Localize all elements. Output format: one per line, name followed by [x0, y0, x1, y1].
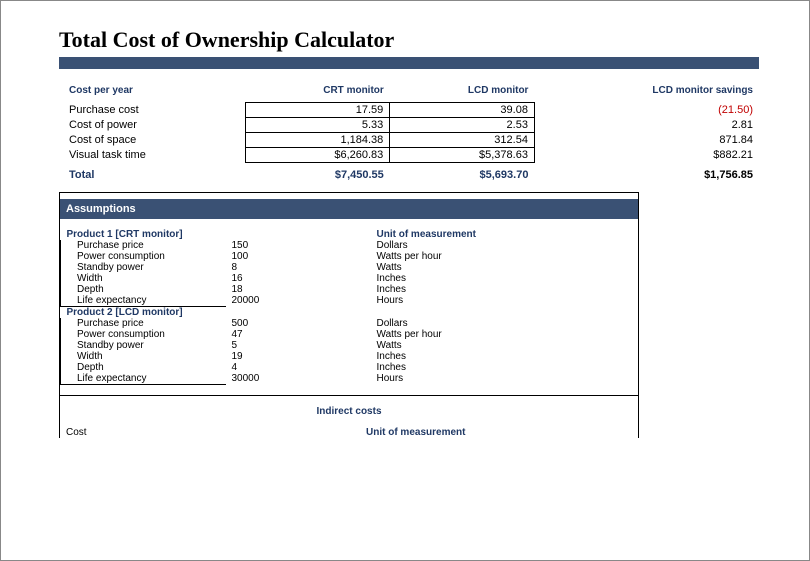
prop-label: Standby power [61, 340, 226, 351]
prop-unit: Watts [371, 262, 639, 273]
prop-unit: Inches [371, 284, 639, 295]
prop-value: 4 [226, 362, 371, 373]
product2-title: Product 2 [LCD monitor] [61, 307, 226, 318]
prop-value: 30000 [226, 373, 371, 385]
prop-label: Purchase price [61, 240, 226, 251]
prop-unit: Inches [371, 362, 639, 373]
prop-unit: Hours [371, 295, 639, 307]
prop-label: Life expectancy [61, 373, 226, 385]
cell-lcd: $5,378.63 [390, 148, 535, 163]
indirect-cost-label: Cost [66, 427, 366, 438]
table-row: Cost of power 5.33 2.53 2.81 [59, 118, 759, 133]
assumptions-frame: Assumptions Product 1 [CRT monitor] Unit… [59, 192, 639, 438]
prop-value: 500 [226, 318, 371, 329]
cell-crt: 1,184.38 [245, 133, 390, 148]
total-crt: $7,450.55 [245, 163, 390, 183]
cost-per-year-table: Cost per year CRT monitor LCD monitor LC… [59, 83, 759, 182]
cell-crt: 5.33 [245, 118, 390, 133]
spacer [226, 307, 371, 318]
prop-value: 150 [226, 240, 371, 251]
prop-label: Depth [61, 284, 226, 295]
row-label: Cost of space [59, 133, 245, 148]
indirect-unit-label: Unit of measurement [366, 427, 465, 438]
cell-crt: $6,260.83 [245, 148, 390, 163]
prop-label: Depth [61, 362, 226, 373]
product1-table: Product 1 [CRT monitor] Unit of measurem… [60, 229, 638, 307]
prop-value: 5 [226, 340, 371, 351]
table-row: Visual task time $6,260.83 $5,378.63 $88… [59, 148, 759, 163]
prop-unit: Hours [371, 373, 639, 385]
prop-value: 100 [226, 251, 371, 262]
cell-savings: 871.84 [534, 133, 759, 148]
col-header-lcd: LCD monitor [390, 83, 535, 103]
assumptions-header: Assumptions [60, 199, 638, 219]
prop-value: 47 [226, 329, 371, 340]
prop-label: Width [61, 351, 226, 362]
indirect-costs-title: Indirect costs [66, 406, 632, 417]
row-label: Cost of power [59, 118, 245, 133]
col-header-cost-per-year: Cost per year [59, 83, 245, 103]
prop-value: 19 [226, 351, 371, 362]
total-lcd: $5,693.70 [390, 163, 535, 183]
cell-savings: (21.50) [534, 103, 759, 118]
cell-crt: 17.59 [245, 103, 390, 118]
prop-label: Purchase price [61, 318, 226, 329]
prop-label: Standby power [61, 262, 226, 273]
row-label: Visual task time [59, 148, 245, 163]
cell-savings: $882.21 [534, 148, 759, 163]
total-row: Total $7,450.55 $5,693.70 $1,756.85 [59, 163, 759, 183]
product2-table: Product 2 [LCD monitor] Purchase price50… [60, 307, 638, 385]
prop-unit: Dollars [371, 240, 639, 251]
prop-value: 8 [226, 262, 371, 273]
cost-table-header-row: Cost per year CRT monitor LCD monitor LC… [59, 83, 759, 103]
prop-label: Power consumption [61, 251, 226, 262]
page-title: Total Cost of Ownership Calculator [59, 27, 759, 53]
cell-lcd: 39.08 [390, 103, 535, 118]
prop-label: Life expectancy [61, 295, 226, 307]
prop-value: 20000 [226, 295, 371, 307]
cell-lcd: 312.54 [390, 133, 535, 148]
prop-unit: Inches [371, 273, 639, 284]
total-label: Total [59, 163, 245, 183]
product1-title: Product 1 [CRT monitor] [61, 229, 226, 240]
title-bar [59, 57, 759, 69]
prop-unit: Watts per hour [371, 329, 639, 340]
prop-label: Power consumption [61, 329, 226, 340]
unit-of-measurement-header: Unit of measurement [371, 229, 639, 240]
prop-label: Width [61, 273, 226, 284]
table-row: Purchase cost 17.59 39.08 (21.50) [59, 103, 759, 118]
spacer [371, 307, 639, 318]
prop-unit: Watts per hour [371, 251, 639, 262]
col-header-savings: LCD monitor savings [534, 83, 759, 103]
row-label: Purchase cost [59, 103, 245, 118]
table-row: Cost of space 1,184.38 312.54 871.84 [59, 133, 759, 148]
prop-unit: Inches [371, 351, 639, 362]
cell-savings: 2.81 [534, 118, 759, 133]
spacer [226, 229, 371, 240]
prop-value: 16 [226, 273, 371, 284]
cell-lcd: 2.53 [390, 118, 535, 133]
prop-unit: Dollars [371, 318, 639, 329]
total-savings: $1,756.85 [534, 163, 759, 183]
prop-unit: Watts [371, 340, 639, 351]
indirect-costs-section: Indirect costs Cost Unit of measurement [60, 395, 638, 438]
col-header-crt: CRT monitor [245, 83, 390, 103]
prop-value: 18 [226, 284, 371, 295]
